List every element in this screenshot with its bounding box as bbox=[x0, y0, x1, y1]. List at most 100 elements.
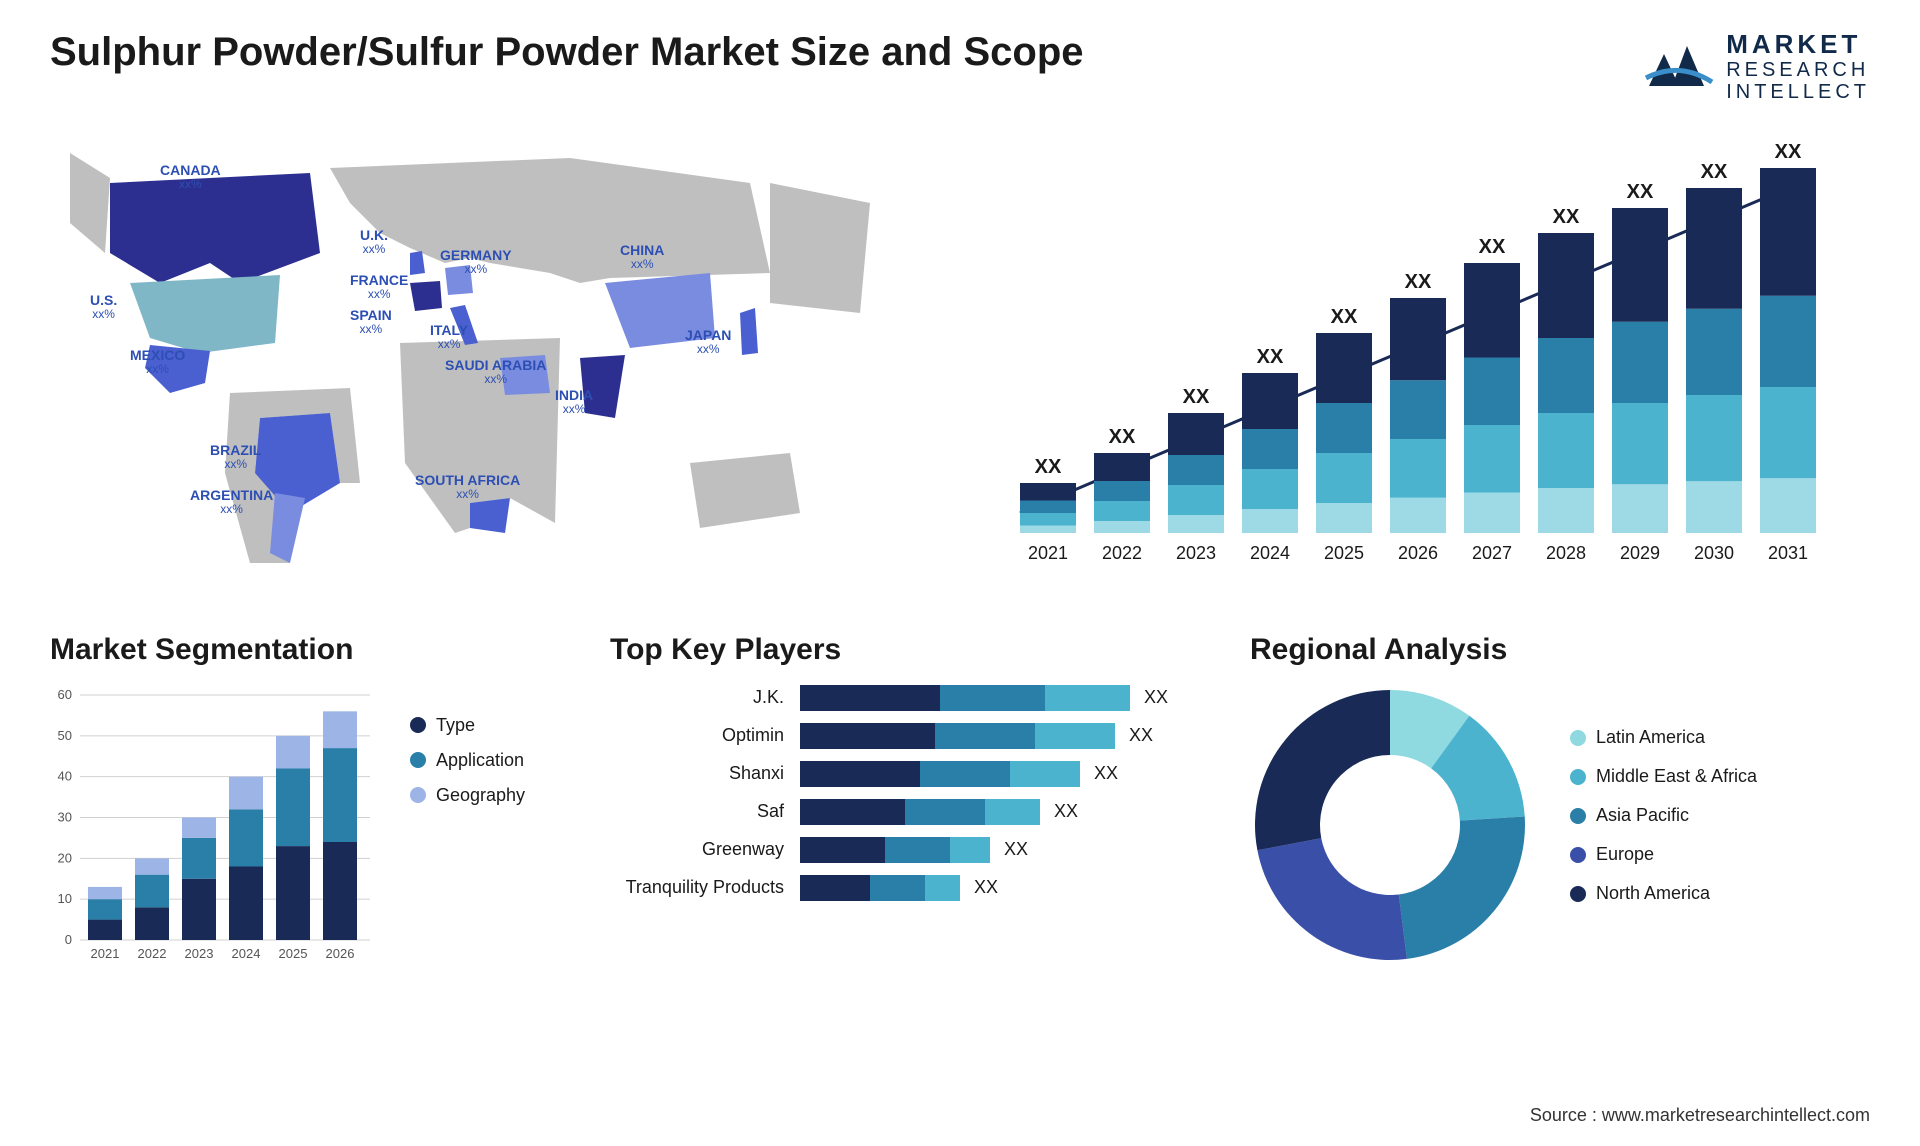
svg-text:XX: XX bbox=[1479, 236, 1506, 258]
svg-text:2022: 2022 bbox=[1102, 543, 1142, 563]
svg-text:2028: 2028 bbox=[1546, 543, 1586, 563]
header: Sulphur Powder/Sulfur Powder Market Size… bbox=[50, 30, 1870, 103]
svg-text:30: 30 bbox=[58, 809, 72, 824]
map-label-italy: ITALYxx% bbox=[430, 323, 468, 352]
map-label-germany: GERMANYxx% bbox=[440, 248, 512, 277]
svg-text:XX: XX bbox=[1257, 346, 1284, 368]
svg-text:2030: 2030 bbox=[1694, 543, 1734, 563]
player-bar bbox=[800, 837, 990, 863]
reg-legend-europe: Europe bbox=[1570, 844, 1757, 865]
map-label-u.s.: U.S.xx% bbox=[90, 293, 117, 322]
player-value: XX bbox=[1054, 801, 1078, 822]
svg-text:20: 20 bbox=[58, 850, 72, 865]
reg-legend-middle-east-africa: Middle East & Africa bbox=[1570, 766, 1757, 787]
svg-text:50: 50 bbox=[58, 727, 72, 742]
player-name: Shanxi bbox=[610, 763, 800, 784]
player-bar bbox=[800, 685, 1130, 711]
legend-swatch-icon bbox=[1570, 808, 1586, 824]
segmentation-legend: Type Application Geography bbox=[410, 715, 525, 820]
player-name: Optimin bbox=[610, 725, 800, 746]
svg-text:XX: XX bbox=[1331, 306, 1358, 328]
upper-row: CANADAxx%U.S.xx%MEXICOxx%BRAZILxx%ARGENT… bbox=[50, 133, 1870, 593]
map-label-argentina: ARGENTINAxx% bbox=[190, 488, 273, 517]
player-name: J.K. bbox=[610, 687, 800, 708]
map-label-spain: SPAINxx% bbox=[350, 308, 392, 337]
svg-text:XX: XX bbox=[1109, 426, 1136, 448]
svg-text:10: 10 bbox=[58, 891, 72, 906]
source-text: Source : www.marketresearchintellect.com bbox=[1530, 1105, 1870, 1126]
map-label-china: CHINAxx% bbox=[620, 243, 664, 272]
legend-swatch-icon bbox=[1570, 769, 1586, 785]
svg-text:2022: 2022 bbox=[138, 946, 167, 961]
logo-mark-icon bbox=[1644, 36, 1714, 96]
player-value: XX bbox=[974, 877, 998, 898]
map-label-brazil: BRAZILxx% bbox=[210, 443, 261, 472]
svg-text:XX: XX bbox=[1035, 456, 1062, 478]
segmentation-panel: Market Segmentation 01020304050602021202… bbox=[50, 633, 570, 1013]
player-value: XX bbox=[1129, 725, 1153, 746]
player-name: Saf bbox=[610, 801, 800, 822]
legend-swatch-icon bbox=[410, 752, 426, 768]
player-value: XX bbox=[1144, 687, 1168, 708]
legend-swatch-icon bbox=[1570, 847, 1586, 863]
players-title: Top Key Players bbox=[610, 633, 1210, 667]
svg-text:40: 40 bbox=[58, 768, 72, 783]
segmentation-chart: 0102030405060202120222023202420252026 bbox=[50, 685, 380, 965]
map-label-canada: CANADAxx% bbox=[160, 163, 221, 192]
player-bar bbox=[800, 761, 1080, 787]
svg-text:XX: XX bbox=[1775, 141, 1802, 163]
legend-swatch-icon bbox=[1570, 730, 1586, 746]
svg-text:XX: XX bbox=[1701, 161, 1728, 183]
player-row: Optimin XX bbox=[610, 723, 1210, 749]
seg-legend-geography: Geography bbox=[410, 785, 525, 806]
svg-text:2029: 2029 bbox=[1620, 543, 1660, 563]
svg-text:XX: XX bbox=[1627, 181, 1654, 203]
regional-panel: Regional Analysis Latin AmericaMiddle Ea… bbox=[1250, 633, 1870, 1013]
player-bar bbox=[800, 723, 1115, 749]
svg-text:XX: XX bbox=[1405, 271, 1432, 293]
svg-text:2024: 2024 bbox=[232, 946, 261, 961]
svg-text:2024: 2024 bbox=[1250, 543, 1290, 563]
player-row: Tranquility Products XX bbox=[610, 875, 1210, 901]
world-map-panel: CANADAxx%U.S.xx%MEXICOxx%BRAZILxx%ARGENT… bbox=[50, 133, 930, 593]
svg-text:2025: 2025 bbox=[279, 946, 308, 961]
regional-donut bbox=[1250, 685, 1530, 965]
player-name: Tranquility Products bbox=[610, 877, 800, 898]
logo: MARKET RESEARCH INTELLECT bbox=[1644, 30, 1870, 103]
svg-text:2031: 2031 bbox=[1768, 543, 1808, 563]
map-label-south-africa: SOUTH AFRICAxx% bbox=[415, 473, 520, 502]
legend-swatch-icon bbox=[1570, 886, 1586, 902]
svg-text:2025: 2025 bbox=[1324, 543, 1364, 563]
lower-row: Market Segmentation 01020304050602021202… bbox=[50, 633, 1870, 1013]
map-label-saudi-arabia: SAUDI ARABIAxx% bbox=[445, 358, 546, 387]
player-row: Greenway XX bbox=[610, 837, 1210, 863]
players-chart: J.K.XXOptiminXXShanxiXXSafXXGreenwayXXTr… bbox=[610, 685, 1210, 901]
logo-text: MARKET RESEARCH INTELLECT bbox=[1726, 30, 1870, 103]
page-title: Sulphur Powder/Sulfur Powder Market Size… bbox=[50, 30, 1084, 75]
players-panel: Top Key Players J.K.XXOptiminXXShanxiXXS… bbox=[610, 633, 1210, 1013]
svg-text:XX: XX bbox=[1183, 386, 1210, 408]
reg-legend-latin-america: Latin America bbox=[1570, 727, 1757, 748]
map-label-japan: JAPANxx% bbox=[685, 328, 731, 357]
svg-text:2026: 2026 bbox=[1398, 543, 1438, 563]
player-bar bbox=[800, 875, 960, 901]
growth-chart: XX2021XX2022XX2023XX2024XX2025XX2026XX20… bbox=[990, 133, 1850, 573]
seg-legend-application: Application bbox=[410, 750, 525, 771]
player-row: Saf XX bbox=[610, 799, 1210, 825]
map-label-u.k.: U.K.xx% bbox=[360, 228, 388, 257]
map-label-france: FRANCExx% bbox=[350, 273, 408, 302]
player-row: ShanxiXX bbox=[610, 761, 1210, 787]
svg-text:2023: 2023 bbox=[185, 946, 214, 961]
player-name: Greenway bbox=[610, 839, 800, 860]
svg-text:60: 60 bbox=[58, 687, 72, 702]
player-bar bbox=[800, 799, 1040, 825]
svg-text:2026: 2026 bbox=[326, 946, 355, 961]
legend-swatch-icon bbox=[410, 787, 426, 803]
svg-text:XX: XX bbox=[1553, 206, 1580, 228]
player-value: XX bbox=[1004, 839, 1028, 860]
legend-swatch-icon bbox=[410, 717, 426, 733]
map-label-india: INDIAxx% bbox=[555, 388, 593, 417]
seg-legend-type: Type bbox=[410, 715, 525, 736]
svg-text:0: 0 bbox=[65, 932, 72, 947]
svg-text:2027: 2027 bbox=[1472, 543, 1512, 563]
